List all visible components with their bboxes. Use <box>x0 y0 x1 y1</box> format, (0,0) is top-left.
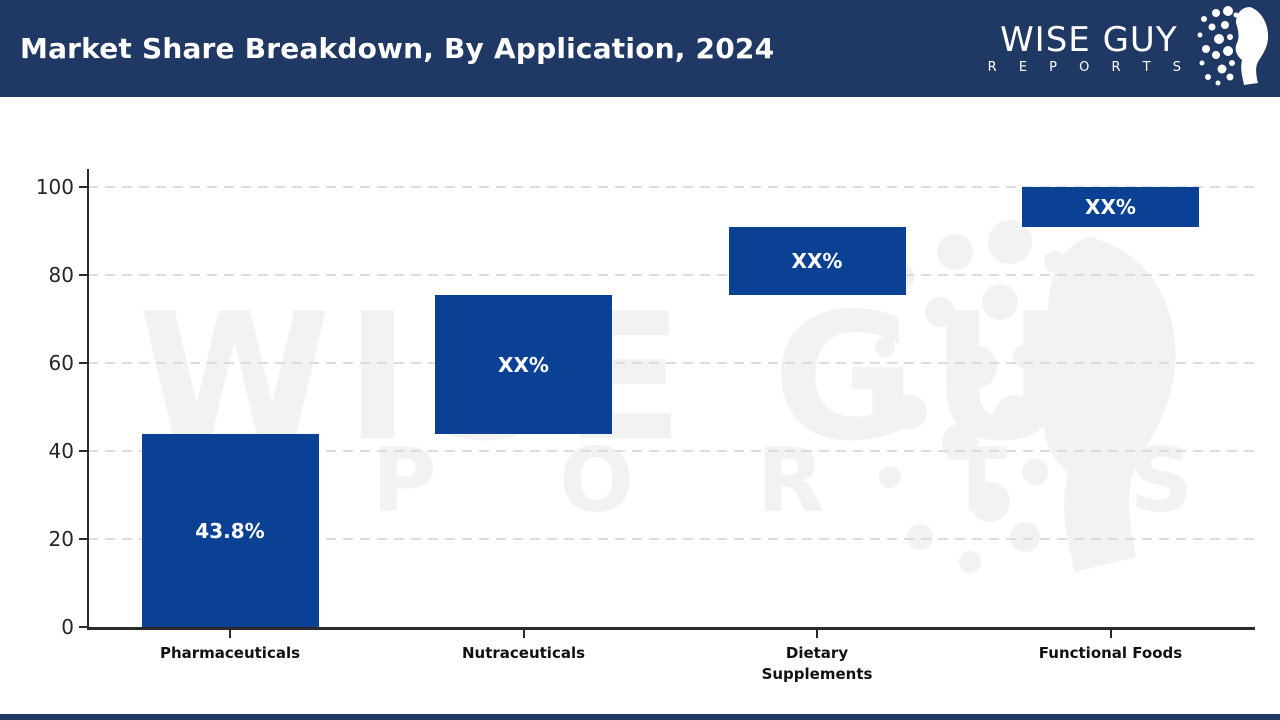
y-axis-tick-label: 60 <box>48 351 74 375</box>
x-axis-category-label: Pharmaceuticals <box>159 644 301 662</box>
y-axis-tick <box>79 274 87 276</box>
x-axis-category-label: Dietary Supplements <box>761 644 873 683</box>
x-axis-category-label: Nutraceuticals <box>461 644 586 662</box>
y-axis-tick-label: 0 <box>61 615 74 639</box>
y-axis-tick <box>79 538 87 540</box>
bar-value-label: XX% <box>498 352 549 377</box>
y-axis-tick <box>79 362 87 364</box>
logo: WISE GUY R E P O R T S <box>988 5 1270 93</box>
page-title: Market Share Breakdown, By Application, … <box>20 32 775 65</box>
x-axis-tick <box>522 630 525 638</box>
y-axis-tick <box>79 186 87 188</box>
y-axis-tick-label: 80 <box>48 263 74 287</box>
x-axis-tick <box>229 630 231 638</box>
y-axis-tick-label: 100 <box>35 175 74 199</box>
gridline <box>88 274 1255 276</box>
bar-value-label: XX% <box>791 248 843 273</box>
x-axis-category-label: Functional Foods <box>1038 644 1183 662</box>
footer-accent-bar <box>0 714 1280 720</box>
y-axis-tick <box>79 626 87 628</box>
bar: 43.8% <box>141 434 319 627</box>
bar: XX% <box>728 226 906 295</box>
bar-value-label: XX% <box>1085 194 1136 219</box>
dotted-head-profile-icon <box>1197 5 1269 85</box>
y-axis-tick-label: 40 <box>48 439 74 463</box>
gridline <box>88 186 1255 188</box>
logo-text: WISE GUY R E P O R T S <box>988 23 1190 74</box>
watermark-head-icon <box>875 220 1176 573</box>
chart-area: WISE GU P O R T S 0 20 40 60 80 100 43.8% Pharm… <box>0 97 1280 715</box>
header-bar: Market Share Breakdown, By Application, … <box>0 0 1280 97</box>
x-axis-line <box>87 627 1255 630</box>
x-axis-tick <box>1109 630 1112 638</box>
x-axis-tick <box>816 630 818 638</box>
bar-value-label: 43.8% <box>195 518 265 543</box>
gridline <box>88 450 1255 452</box>
logo-subtitle: R E P O R T S <box>987 60 1190 75</box>
y-axis-tick <box>79 450 87 452</box>
logo-wordmark: WISE GUY <box>1000 20 1178 60</box>
bar: XX% <box>435 294 612 435</box>
bar: XX% <box>1022 187 1199 227</box>
y-axis-tick-label: 20 <box>48 527 74 551</box>
y-axis-line <box>87 169 89 629</box>
gridline <box>88 538 1255 540</box>
gridline <box>88 362 1255 364</box>
